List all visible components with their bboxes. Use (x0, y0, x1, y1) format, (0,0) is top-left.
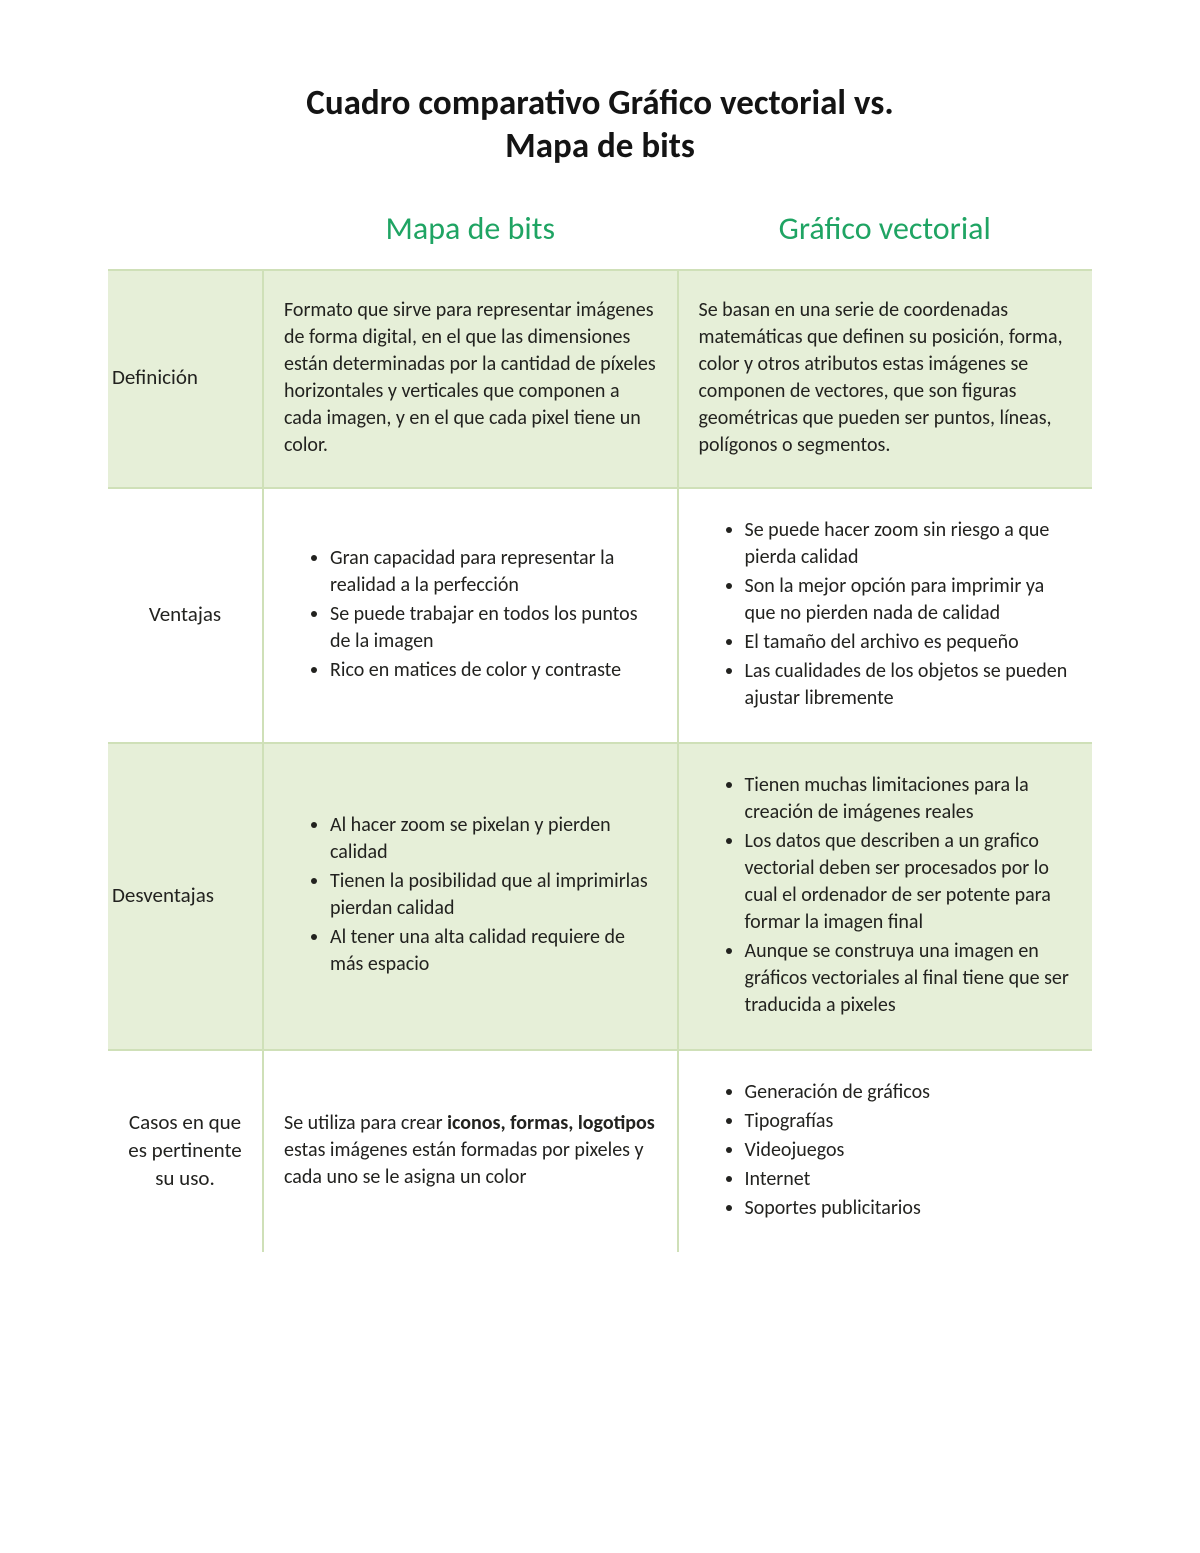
title-line-2: Mapa de bits (505, 125, 695, 167)
list-item: Generación de gráficos (745, 1079, 1073, 1106)
title-line-1: Cuadro comparativo Gráfico vectorial vs. (306, 82, 893, 124)
list-item: Las cualidades de los objetos se pueden … (745, 658, 1073, 712)
cell-advantages-bitmap: Gran capacidad para representar la reali… (263, 488, 678, 743)
list-item: Soportes publicitarios (745, 1195, 1073, 1222)
list-item: Internet (745, 1166, 1073, 1193)
definition-bitmap-text: Formato que sirve para representar imáge… (284, 297, 657, 459)
column-header-bitmap: Mapa de bits (263, 207, 678, 250)
column-headers: Mapa de bits Gráfico vectorial (263, 207, 1092, 250)
advantages-bitmap-list: Gran capacidad para representar la reali… (284, 545, 657, 684)
disadvantages-bitmap-list: Al hacer zoom se pixelan y pierden calid… (284, 812, 657, 978)
cell-advantages-vector: Se puede hacer zoom sin riesgo a que pie… (678, 488, 1093, 743)
cell-use-cases-bitmap: Se utiliza para crear iconos, formas, lo… (263, 1050, 678, 1252)
cell-definition-bitmap: Formato que sirve para representar imáge… (263, 270, 678, 488)
cell-disadvantages-vector: Tienen muchas limitaciones para la creac… (678, 743, 1093, 1050)
cell-use-cases-vector: Generación de gráficos Tipografías Video… (678, 1050, 1093, 1252)
use-cases-vector-list: Generación de gráficos Tipografías Video… (699, 1079, 1073, 1222)
list-item: Videojuegos (745, 1137, 1073, 1164)
row-label-use-cases: Casos en que es pertinente su uso. (108, 1050, 263, 1252)
column-header-vector: Gráfico vectorial (678, 207, 1093, 250)
list-item: El tamaño del archivo es pequeño (745, 629, 1073, 656)
definition-vector-text: Se basan en una serie de coordenadas mat… (699, 297, 1073, 459)
use-cases-bitmap-text: Se utiliza para crear iconos, formas, lo… (284, 1110, 657, 1191)
list-item: Aunque se construya una imagen en gráfic… (745, 938, 1073, 1019)
table-row-advantages: Ventajas Gran capacidad para representar… (108, 488, 1092, 743)
advantages-vector-list: Se puede hacer zoom sin riesgo a que pie… (699, 517, 1073, 712)
comparison-table: Definición Formato que sirve para repres… (108, 269, 1092, 1252)
disadvantages-vector-list: Tienen muchas limitaciones para la creac… (699, 772, 1073, 1019)
row-label-definition: Definición (108, 270, 263, 488)
list-item: Al tener una alta calidad requiere de má… (330, 924, 657, 978)
list-item: Se puede hacer zoom sin riesgo a que pie… (745, 517, 1073, 571)
list-item: Al hacer zoom se pixelan y pierden calid… (330, 812, 657, 866)
list-item: Tienen muchas limitaciones para la creac… (745, 772, 1073, 826)
cell-disadvantages-bitmap: Al hacer zoom se pixelan y pierden calid… (263, 743, 678, 1050)
use-cases-bitmap-prefix: Se utiliza para crear (284, 1111, 447, 1135)
list-item: Tipografías (745, 1108, 1073, 1135)
cell-definition-vector: Se basan en una serie de coordenadas mat… (678, 270, 1093, 488)
row-label-disadvantages: Desventajas (108, 743, 263, 1050)
use-cases-bitmap-bold: iconos, formas, logotipos (447, 1111, 655, 1135)
page-title: Cuadro comparativo Gráfico vectorial vs.… (108, 82, 1092, 167)
list-item: Gran capacidad para representar la reali… (330, 545, 657, 599)
list-item: Rico en matices de color y contraste (330, 657, 657, 684)
list-item: Son la mejor opción para imprimir ya que… (745, 573, 1073, 627)
list-item: Los datos que describen a un grafico vec… (745, 828, 1073, 936)
list-item: Tienen la posibilidad que al imprimirlas… (330, 868, 657, 922)
row-label-advantages: Ventajas (108, 488, 263, 743)
document-page: Cuadro comparativo Gráfico vectorial vs.… (0, 0, 1200, 1553)
table-row-use-cases: Casos en que es pertinente su uso. Se ut… (108, 1050, 1092, 1252)
table-row-disadvantages: Desventajas Al hacer zoom se pixelan y p… (108, 743, 1092, 1050)
use-cases-bitmap-suffix: estas imágenes están formadas por pixele… (284, 1138, 644, 1189)
table-row-definition: Definición Formato que sirve para repres… (108, 270, 1092, 488)
list-item: Se puede trabajar en todos los puntos de… (330, 601, 657, 655)
